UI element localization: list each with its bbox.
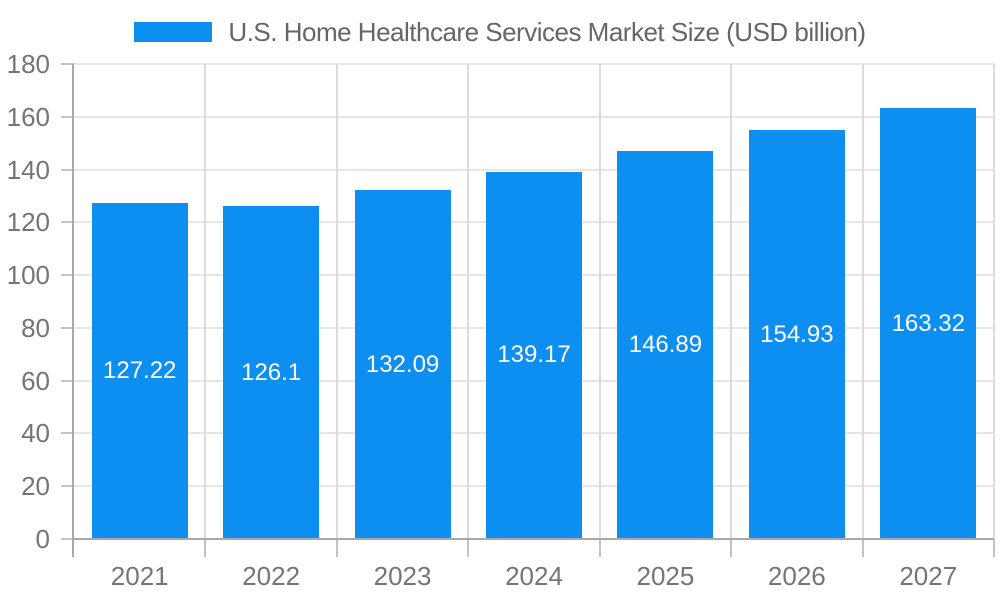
- y-tick: [61, 168, 74, 171]
- y-tick: [61, 485, 74, 488]
- x-axis-line: [72, 538, 994, 540]
- x-tick-label: 2023: [373, 561, 432, 591]
- x-tick-label: 2021: [110, 561, 169, 591]
- bar-value-label: 126.1: [241, 358, 302, 386]
- x-tick-label: 2027: [899, 561, 958, 591]
- v-gridline: [467, 64, 470, 539]
- v-gridline: [598, 64, 601, 539]
- bar: [748, 130, 845, 539]
- x-tick: [598, 539, 601, 557]
- legend-swatch: [134, 22, 213, 42]
- x-tick: [861, 539, 864, 557]
- y-tick-label: 20: [21, 471, 50, 502]
- x-tick: [204, 539, 207, 557]
- chart-title: U.S. Home Healthcare Services Market Siz…: [228, 16, 866, 47]
- bar-value-label: 146.89: [628, 331, 703, 359]
- y-tick-label: 100: [6, 260, 50, 291]
- bar-value-label: 163.32: [891, 309, 965, 337]
- chart-legend: U.S. Home Healthcare Services Market Siz…: [0, 16, 1000, 47]
- y-tick-label: 0: [35, 524, 50, 554]
- h-gridline: [74, 63, 994, 65]
- y-tick: [61, 221, 74, 224]
- v-gridline: [204, 64, 207, 539]
- bar: [617, 151, 714, 539]
- bar: [880, 108, 977, 539]
- bar: [486, 171, 582, 539]
- y-tick: [61, 379, 74, 382]
- y-tick: [61, 326, 74, 329]
- v-gridline: [730, 64, 733, 539]
- y-tick-label: 140: [6, 154, 50, 185]
- y-tick-label: 40: [21, 418, 50, 449]
- y-tick: [61, 63, 74, 65]
- x-tick-label: 2022: [242, 561, 301, 591]
- bar-value-label: 132.09: [365, 350, 440, 378]
- x-tick: [730, 539, 733, 557]
- y-tick: [61, 432, 74, 435]
- bar-value-label: 127.22: [103, 357, 177, 385]
- x-tick-label: 2024: [505, 561, 563, 591]
- bar: [354, 190, 451, 539]
- y-tick-label: 160: [6, 101, 50, 132]
- v-gridline: [861, 64, 864, 539]
- y-tick-label: 120: [6, 207, 50, 238]
- x-tick: [993, 539, 995, 557]
- x-tick: [467, 539, 470, 557]
- bar-value-label: 139.17: [497, 341, 571, 369]
- bar-value-label: 154.93: [760, 320, 834, 348]
- y-axis-line: [72, 64, 74, 557]
- bar: [91, 203, 188, 539]
- h-gridline: [74, 115, 994, 118]
- y-tick: [61, 538, 74, 540]
- y-tick: [61, 274, 74, 277]
- y-tick-label: 60: [21, 365, 50, 396]
- x-tick-label: 2025: [636, 561, 695, 591]
- y-tick-label: 180: [6, 49, 50, 79]
- h-gridline: [74, 168, 994, 171]
- v-gridline: [993, 64, 995, 539]
- x-tick: [335, 539, 338, 557]
- x-tick-label: 2026: [767, 561, 826, 591]
- y-tick: [61, 115, 74, 118]
- y-tick-label: 80: [21, 312, 50, 343]
- bar: [223, 206, 320, 539]
- v-gridline: [335, 64, 338, 539]
